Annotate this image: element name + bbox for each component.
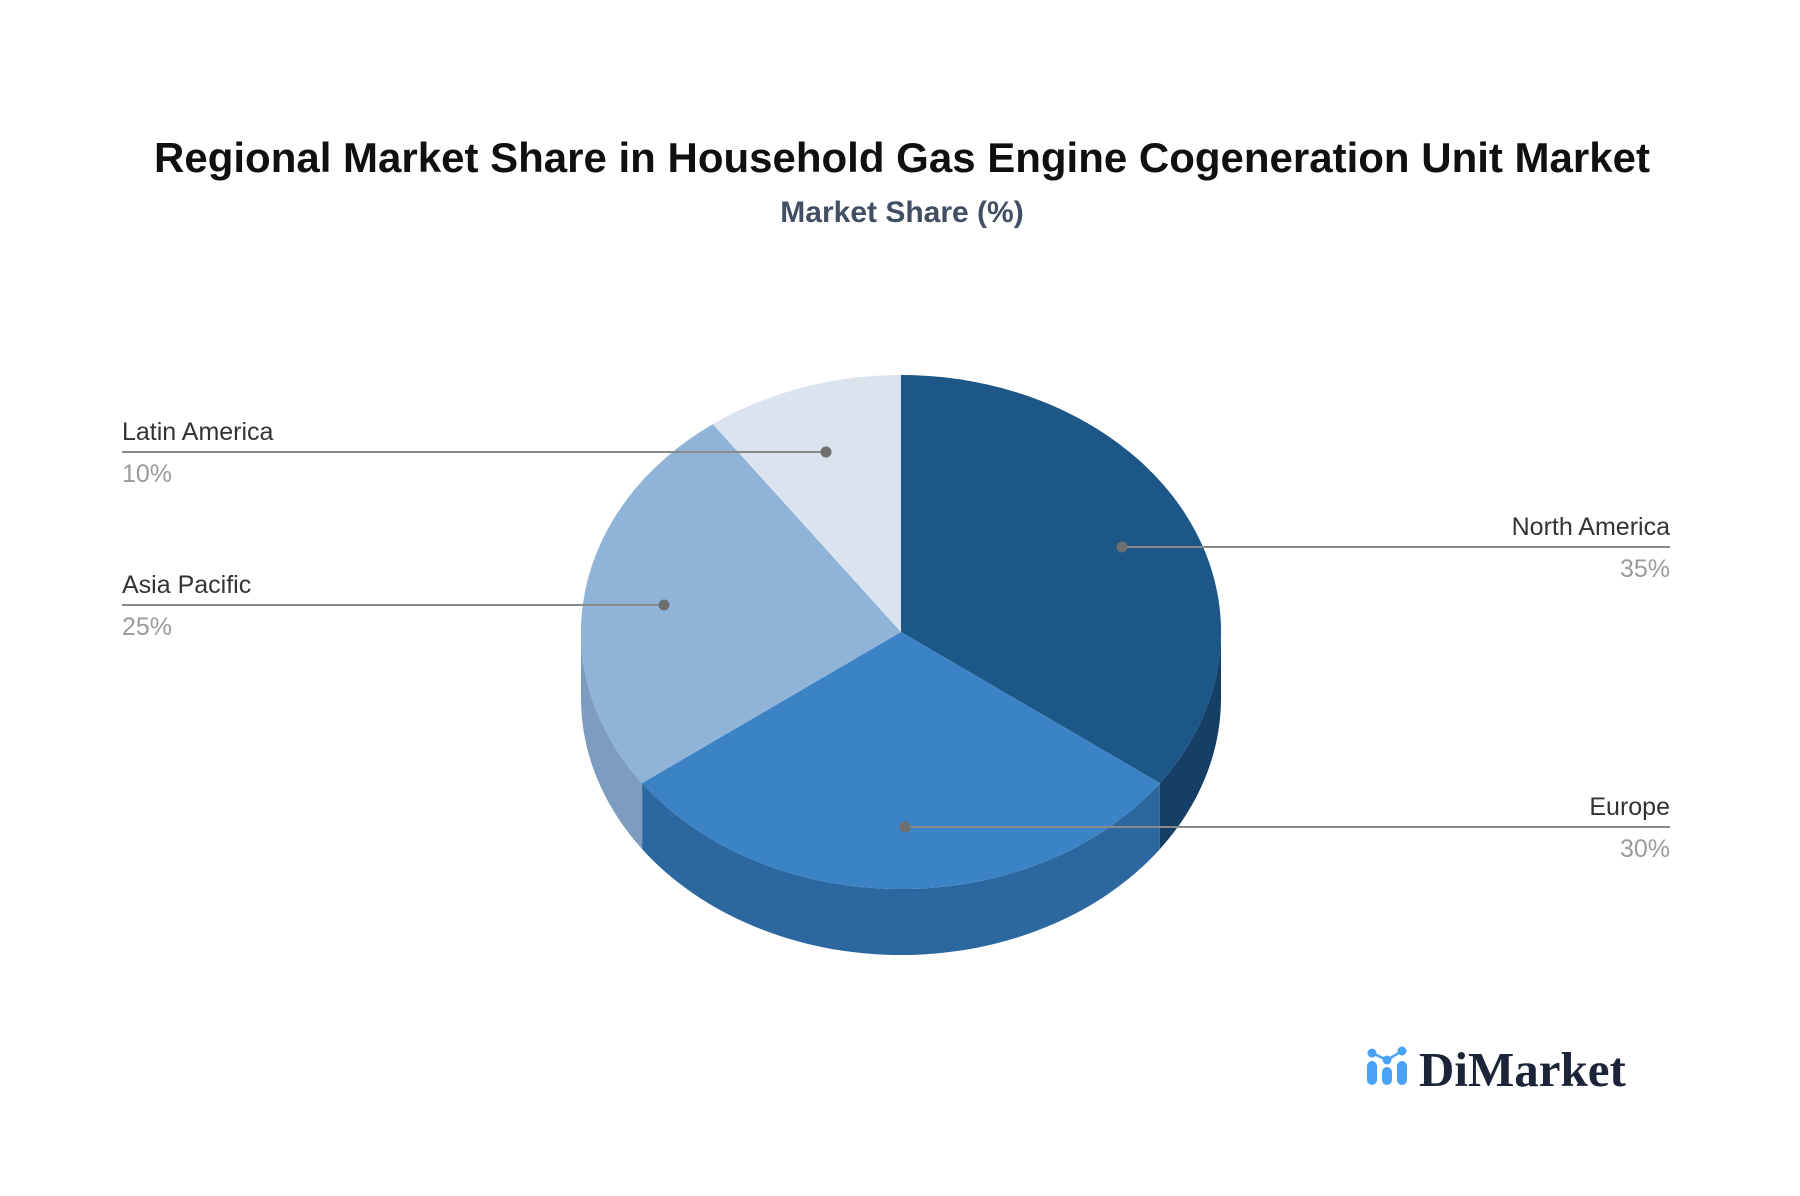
bar-line-chart-icon <box>1367 1046 1407 1085</box>
leader-lines <box>122 451 1670 828</box>
leader-dot-latin-america <box>820 446 832 458</box>
pie-side-europe <box>642 783 1160 956</box>
chart-subtitle: Market Share (%) <box>780 196 1023 229</box>
leader-dot-europe <box>899 821 911 833</box>
slice-label-latin-america: Latin America <box>122 418 274 446</box>
slice-label-europe: Europe <box>1589 793 1670 821</box>
logo-dot-1 <box>1367 1048 1377 1058</box>
chart-title: Regional Market Share in Household Gas E… <box>154 134 1650 181</box>
slice-label-asia-pacific: Asia Pacific <box>122 571 251 599</box>
pie-depth-sides <box>581 632 1222 956</box>
logo-bar-2 <box>1382 1067 1392 1085</box>
slice-value-north-america: 35% <box>1620 555 1670 583</box>
leader-dots <box>658 446 1128 833</box>
brand-logo: DiMarket <box>1367 1042 1626 1097</box>
logo-dot-3 <box>1397 1046 1407 1056</box>
logo-dot-2 <box>1382 1055 1392 1065</box>
logo-text: DiMarket <box>1419 1042 1626 1097</box>
pie-side-asia-pacific <box>581 632 643 850</box>
pie-side-north-america <box>1159 632 1222 850</box>
logo-bar-1 <box>1367 1061 1377 1085</box>
slice-value-europe: 30% <box>1620 835 1670 863</box>
leader-dot-north-america <box>1116 541 1128 553</box>
slice-label-north-america: North America <box>1512 513 1670 541</box>
pie-slice-latin-america <box>712 375 901 632</box>
pie-slice-north-america <box>901 375 1222 784</box>
leader-dot-asia-pacific <box>658 599 670 611</box>
slice-labels: Latin America 10% Asia Pacific 25% North… <box>122 418 1670 863</box>
slice-value-latin-america: 10% <box>122 460 172 488</box>
slice-value-asia-pacific: 25% <box>122 613 172 641</box>
pie-slice-europe <box>642 632 1160 890</box>
pie-top-slices <box>580 375 1222 890</box>
logo-bar-3 <box>1397 1061 1407 1085</box>
pie-slice-asia-pacific <box>580 424 901 784</box>
